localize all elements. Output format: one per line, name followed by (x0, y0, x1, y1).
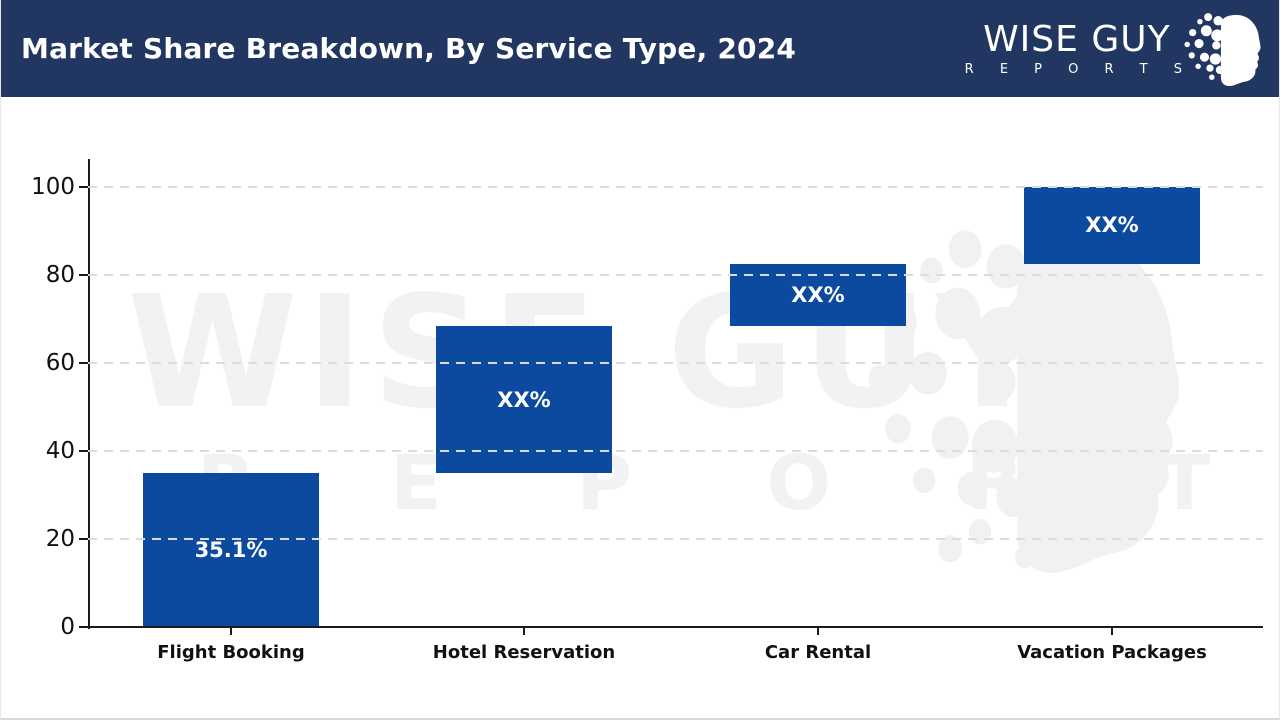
x-tick-2 (817, 628, 819, 635)
y-tick-20 (79, 538, 88, 540)
bar-value-label: 35.1% (194, 537, 268, 562)
y-tick-60 (79, 362, 88, 364)
bar-value-label: XX% (1085, 213, 1139, 238)
watermark-head-dots (868, 230, 1180, 573)
logo-wordmark: WISE GUY R E P O R T S (961, 18, 1193, 77)
y-tick-label-100: 100 (31, 174, 75, 200)
category-label-flight-booking: Flight Booking (157, 642, 305, 663)
bar-value-label: XX% (791, 283, 845, 307)
y-tick-label-60: 60 (45, 350, 75, 376)
bar-value-label: XX% (497, 387, 551, 412)
y-tick-100 (79, 186, 88, 188)
gridline-60 (88, 362, 1263, 364)
x-tick-0 (230, 628, 232, 635)
gridline-20 (88, 538, 1263, 540)
bar-vacation-packages: XX% (1024, 187, 1200, 264)
y-tick-label-80: 80 (45, 262, 75, 288)
y-tick-80 (79, 274, 88, 276)
category-label-car-rental: Car Rental (764, 642, 872, 663)
gridline-100 (88, 186, 1263, 188)
bar-car-rental: XX% (730, 263, 906, 327)
bar-hotel-reservation: XX% (436, 326, 612, 473)
category-label-vacation-packages: Vacation Packages (1017, 642, 1207, 663)
chart-region: WISE GUY R E P O R T S 35.1%XX%XX%XX%020… (1, 97, 1279, 718)
app-header: Market Share Breakdown, By Service Type,… (1, 0, 1279, 97)
x-tick-1 (523, 628, 525, 635)
page-title: Market Share Breakdown, By Service Type,… (21, 32, 797, 65)
y-tick-label-40: 40 (45, 438, 75, 464)
bar-flight-booking: 35.1% (143, 472, 319, 627)
y-axis (88, 159, 90, 629)
y-tick-40 (79, 450, 88, 452)
category-label-hotel-reservation: Hotel Reservation (432, 642, 616, 663)
y-tick-label-0: 0 (60, 614, 75, 640)
logo-wordmark-line1: WISE GUY (983, 18, 1171, 60)
y-tick-0 (79, 626, 88, 628)
dotted-head-icon (1184, 12, 1261, 86)
logo-wordmark-line2: R E P O R T S (964, 61, 1193, 77)
x-tick-3 (1111, 628, 1113, 635)
y-tick-label-20: 20 (45, 526, 75, 552)
brand-logo: WISE GUY R E P O R T S (961, 6, 1261, 92)
gridline-40 (88, 450, 1263, 452)
gridline-80 (88, 274, 1263, 276)
x-axis (88, 626, 1263, 628)
